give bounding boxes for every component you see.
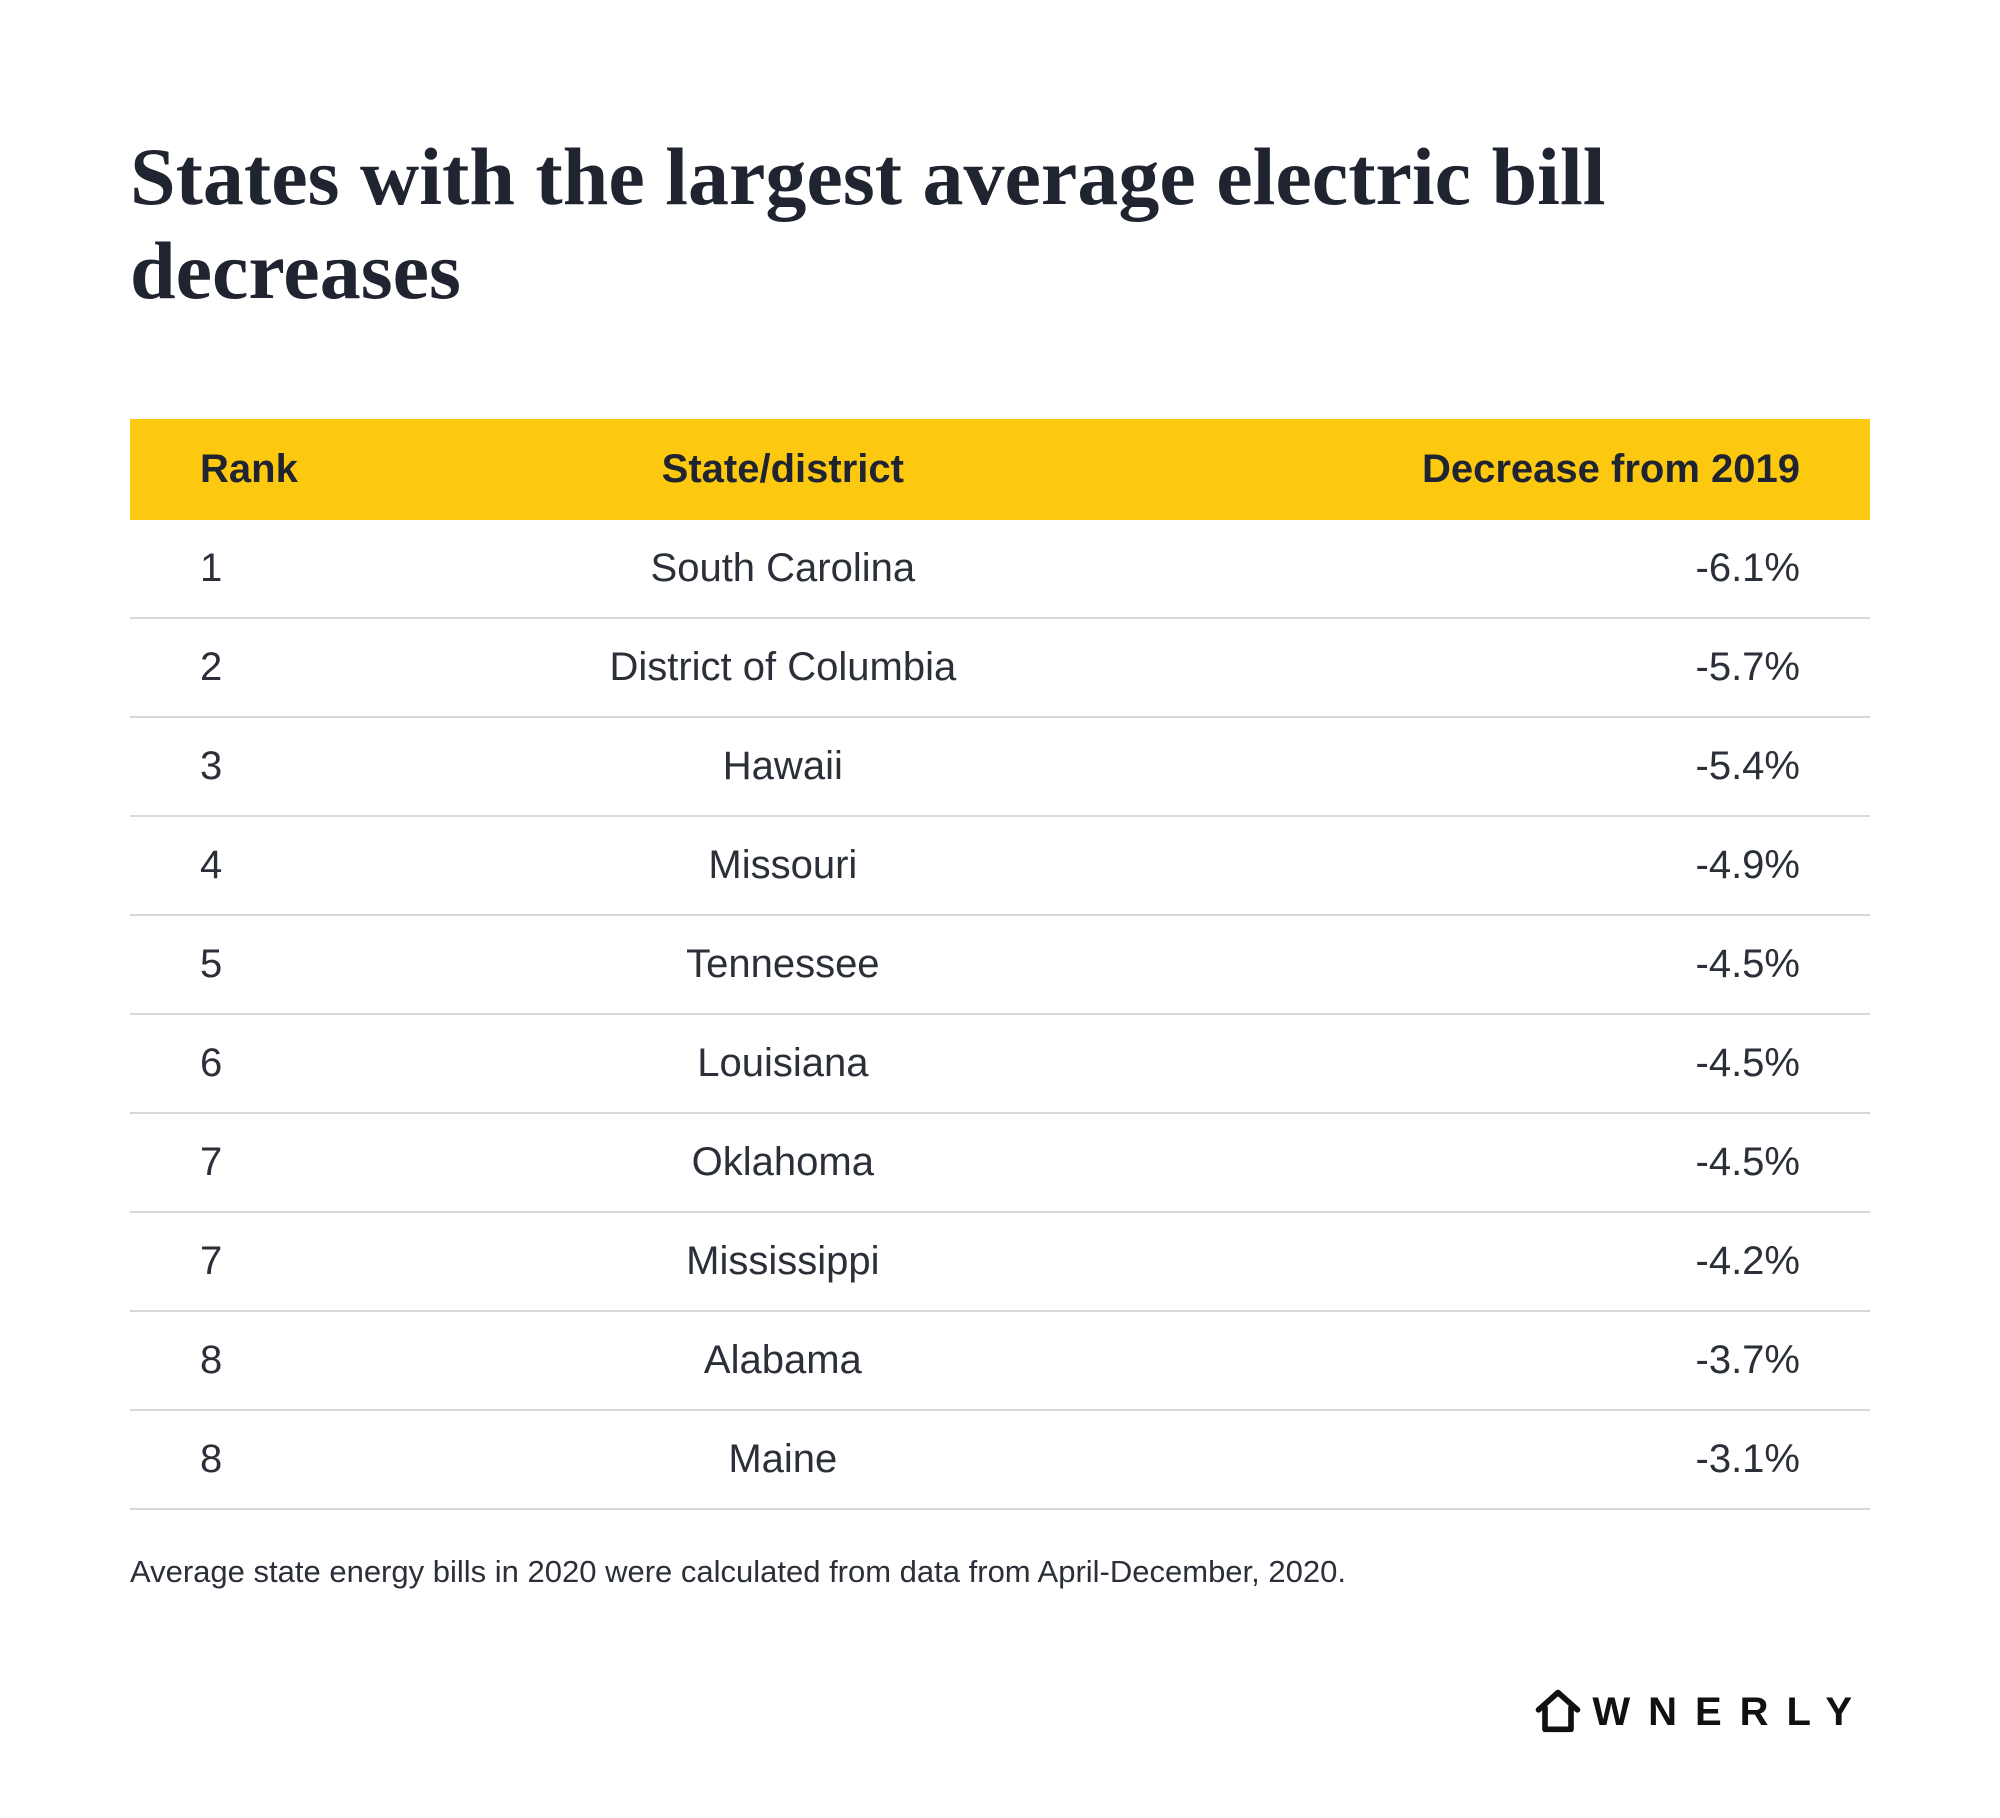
table-row: 4Missouri-4.9% [130,816,1870,915]
cell-state: Maine [452,1410,1113,1509]
table-row: 7Oklahoma-4.5% [130,1113,1870,1212]
cell-rank: 1 [130,520,452,618]
cell-decrease: -6.1% [1114,520,1870,618]
cell-state: District of Columbia [452,618,1113,717]
brand-logo: WNERLY [1532,1686,1870,1738]
table-row: 7Mississippi-4.2% [130,1212,1870,1311]
cell-state: Missouri [452,816,1113,915]
table-header-row: Rank State/district Decrease from 2019 [130,419,1870,520]
cell-decrease: -4.5% [1114,915,1870,1014]
table-row: 2District of Columbia-5.7% [130,618,1870,717]
brand-text: WNERLY [1592,1690,1870,1735]
cell-decrease: -4.2% [1114,1212,1870,1311]
cell-rank: 8 [130,1410,452,1509]
cell-state: Mississippi [452,1212,1113,1311]
brand-house-icon [1532,1686,1584,1738]
table-row: 6Louisiana-4.5% [130,1014,1870,1113]
cell-state: South Carolina [452,520,1113,618]
col-rank: Rank [130,419,452,520]
cell-rank: 5 [130,915,452,1014]
cell-state: Alabama [452,1311,1113,1410]
col-state: State/district [452,419,1113,520]
cell-rank: 4 [130,816,452,915]
table-row: 8Alabama-3.7% [130,1311,1870,1410]
cell-decrease: -4.5% [1114,1014,1870,1113]
cell-rank: 8 [130,1311,452,1410]
col-decrease: Decrease from 2019 [1114,419,1870,520]
cell-decrease: -5.4% [1114,717,1870,816]
cell-decrease: -3.7% [1114,1311,1870,1410]
table-row: 8Maine-3.1% [130,1410,1870,1509]
cell-decrease: -4.5% [1114,1113,1870,1212]
table-row: 3Hawaii-5.4% [130,717,1870,816]
cell-state: Louisiana [452,1014,1113,1113]
cell-rank: 6 [130,1014,452,1113]
table-row: 1South Carolina-6.1% [130,520,1870,618]
states-table: Rank State/district Decrease from 2019 1… [130,419,1870,1510]
table-row: 5Tennessee-4.5% [130,915,1870,1014]
cell-state: Oklahoma [452,1113,1113,1212]
cell-rank: 3 [130,717,452,816]
cell-decrease: -4.9% [1114,816,1870,915]
cell-decrease: -3.1% [1114,1410,1870,1509]
footnote: Average state energy bills in 2020 were … [130,1554,1870,1590]
page-title: States with the largest average electric… [130,130,1870,319]
cell-rank: 7 [130,1113,452,1212]
cell-state: Hawaii [452,717,1113,816]
cell-rank: 2 [130,618,452,717]
cell-rank: 7 [130,1212,452,1311]
cell-decrease: -5.7% [1114,618,1870,717]
cell-state: Tennessee [452,915,1113,1014]
